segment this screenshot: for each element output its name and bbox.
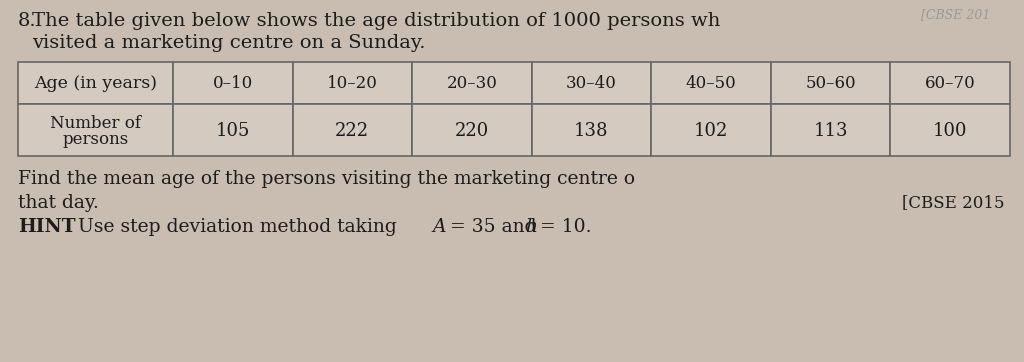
Text: 100: 100 [933,122,968,140]
Text: [CBSE 201: [CBSE 201 [921,8,990,21]
Bar [891,62,1010,104]
Text: visited a marketing centre on a Sunday.: visited a marketing centre on a Sunday. [32,34,426,52]
Text: Age (in years): Age (in years) [34,75,157,92]
Bar [651,62,771,104]
Bar [412,104,531,156]
Text: 102: 102 [694,122,728,140]
Bar [531,62,651,104]
Text: 20–30: 20–30 [446,75,498,92]
Text: persons: persons [62,131,129,148]
Bar [771,62,891,104]
Bar [651,104,771,156]
Bar [531,104,651,156]
Text: Use step deviation method taking: Use step deviation method taking [60,218,402,236]
Bar [18,104,173,156]
Text: h: h [525,218,538,236]
Text: 10–20: 10–20 [327,75,378,92]
Text: that day.: that day. [18,194,99,212]
Text: 138: 138 [574,122,608,140]
Bar [293,62,412,104]
Bar [412,62,531,104]
Text: HINT: HINT [18,218,76,236]
Text: 50–60: 50–60 [805,75,856,92]
Text: The table given below shows the age distribution of 1000 persons wh: The table given below shows the age dist… [32,12,720,30]
Bar [293,104,412,156]
Text: A: A [432,218,445,236]
Text: 0–10: 0–10 [213,75,253,92]
Text: 8.: 8. [18,12,37,30]
Text: 60–70: 60–70 [925,75,976,92]
Text: Number of: Number of [50,115,141,132]
Bar [173,104,293,156]
Text: 30–40: 30–40 [566,75,616,92]
Bar [891,104,1010,156]
Text: 113: 113 [813,122,848,140]
Text: 222: 222 [335,122,370,140]
Text: = 10.: = 10. [534,218,592,236]
Bar [173,62,293,104]
Text: 40–50: 40–50 [686,75,736,92]
Text: Find the mean age of the persons visiting the marketing centre o: Find the mean age of the persons visitin… [18,170,635,188]
Bar [18,62,173,104]
Bar [771,104,891,156]
Text: [CBSE 2015: [CBSE 2015 [902,194,1005,211]
Text: 105: 105 [216,122,250,140]
Text: 220: 220 [455,122,489,140]
Text: = 35 and: = 35 and [444,218,543,236]
